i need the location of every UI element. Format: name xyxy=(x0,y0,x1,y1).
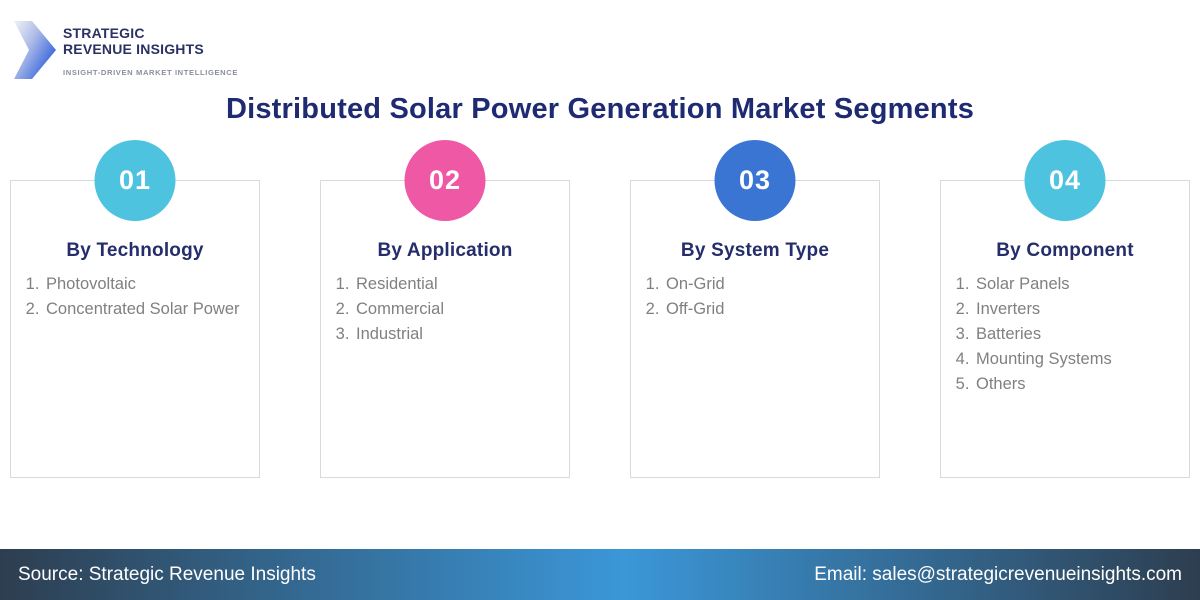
segment-card: 02 By Application ResidentialCommercialI… xyxy=(320,140,570,478)
footer-bar: Source: Strategic Revenue Insights Email… xyxy=(0,549,1200,600)
segment-number-badge: 02 xyxy=(404,140,486,221)
logo-text: STRATEGIC REVENUE INSIGHTS INSIGHT-DRIVE… xyxy=(63,25,239,77)
segment-list-item: On-Grid xyxy=(664,272,871,297)
segment-number-badge: 04 xyxy=(1024,140,1106,221)
segment-number: 04 xyxy=(1048,165,1082,195)
segment-cards: 01 By Technology PhotovoltaicConcentrate… xyxy=(10,140,1190,478)
segment-list-item: Solar Panels xyxy=(974,272,1181,297)
segment-list-item: Industrial xyxy=(354,322,561,347)
footer-source: Source: Strategic Revenue Insights xyxy=(18,563,316,585)
segment-card: 03 By System Type On-GridOff-Grid xyxy=(630,140,880,478)
chevron-arrow-icon xyxy=(14,21,56,79)
segment-list: On-GridOff-Grid xyxy=(631,272,871,322)
segment-heading: By Application xyxy=(377,240,513,261)
company-logo: STRATEGIC REVENUE INSIGHTS INSIGHT-DRIVE… xyxy=(14,14,238,79)
footer-email: Email: sales@strategicrevenueinsights.co… xyxy=(814,563,1182,585)
segment-list-item: Inverters xyxy=(974,297,1181,322)
segment-list-item: Others xyxy=(974,372,1181,397)
segment-list-item: Concentrated Solar Power xyxy=(44,297,251,322)
segment-heading: By Technology xyxy=(66,240,204,261)
segment-heading: By System Type xyxy=(680,240,830,261)
segment-number-badge: 01 xyxy=(94,140,176,221)
segment-list-item: Commercial xyxy=(354,297,561,322)
segment-number: 03 xyxy=(738,165,772,195)
segment-list: ResidentialCommercialIndustrial xyxy=(321,272,561,347)
segment-number: 02 xyxy=(428,165,462,195)
segment-number: 01 xyxy=(118,165,152,195)
segment-number-badge: 03 xyxy=(714,140,796,221)
segment-list-item: Residential xyxy=(354,272,561,297)
segment-list-item: Off-Grid xyxy=(664,297,871,322)
logo-tagline: INSIGHT-DRIVEN MARKET INTELLIGENCE xyxy=(63,68,239,77)
segment-heading: By Component xyxy=(996,240,1134,261)
segment-list-item: Photovoltaic xyxy=(44,272,251,297)
logo-line1: STRATEGIC xyxy=(63,25,145,41)
segment-list: Solar PanelsInvertersBatteriesMounting S… xyxy=(941,272,1181,397)
segment-list-item: Batteries xyxy=(974,322,1181,347)
segment-list-item: Mounting Systems xyxy=(974,347,1181,372)
logo-line2: REVENUE INSIGHTS xyxy=(63,40,204,57)
segment-card: 04 By Component Solar PanelsInvertersBat… xyxy=(940,140,1190,478)
page-title: Distributed Solar Power Generation Marke… xyxy=(225,93,975,125)
segment-list: PhotovoltaicConcentrated Solar Power xyxy=(11,272,251,322)
segment-card: 01 By Technology PhotovoltaicConcentrate… xyxy=(10,140,260,478)
